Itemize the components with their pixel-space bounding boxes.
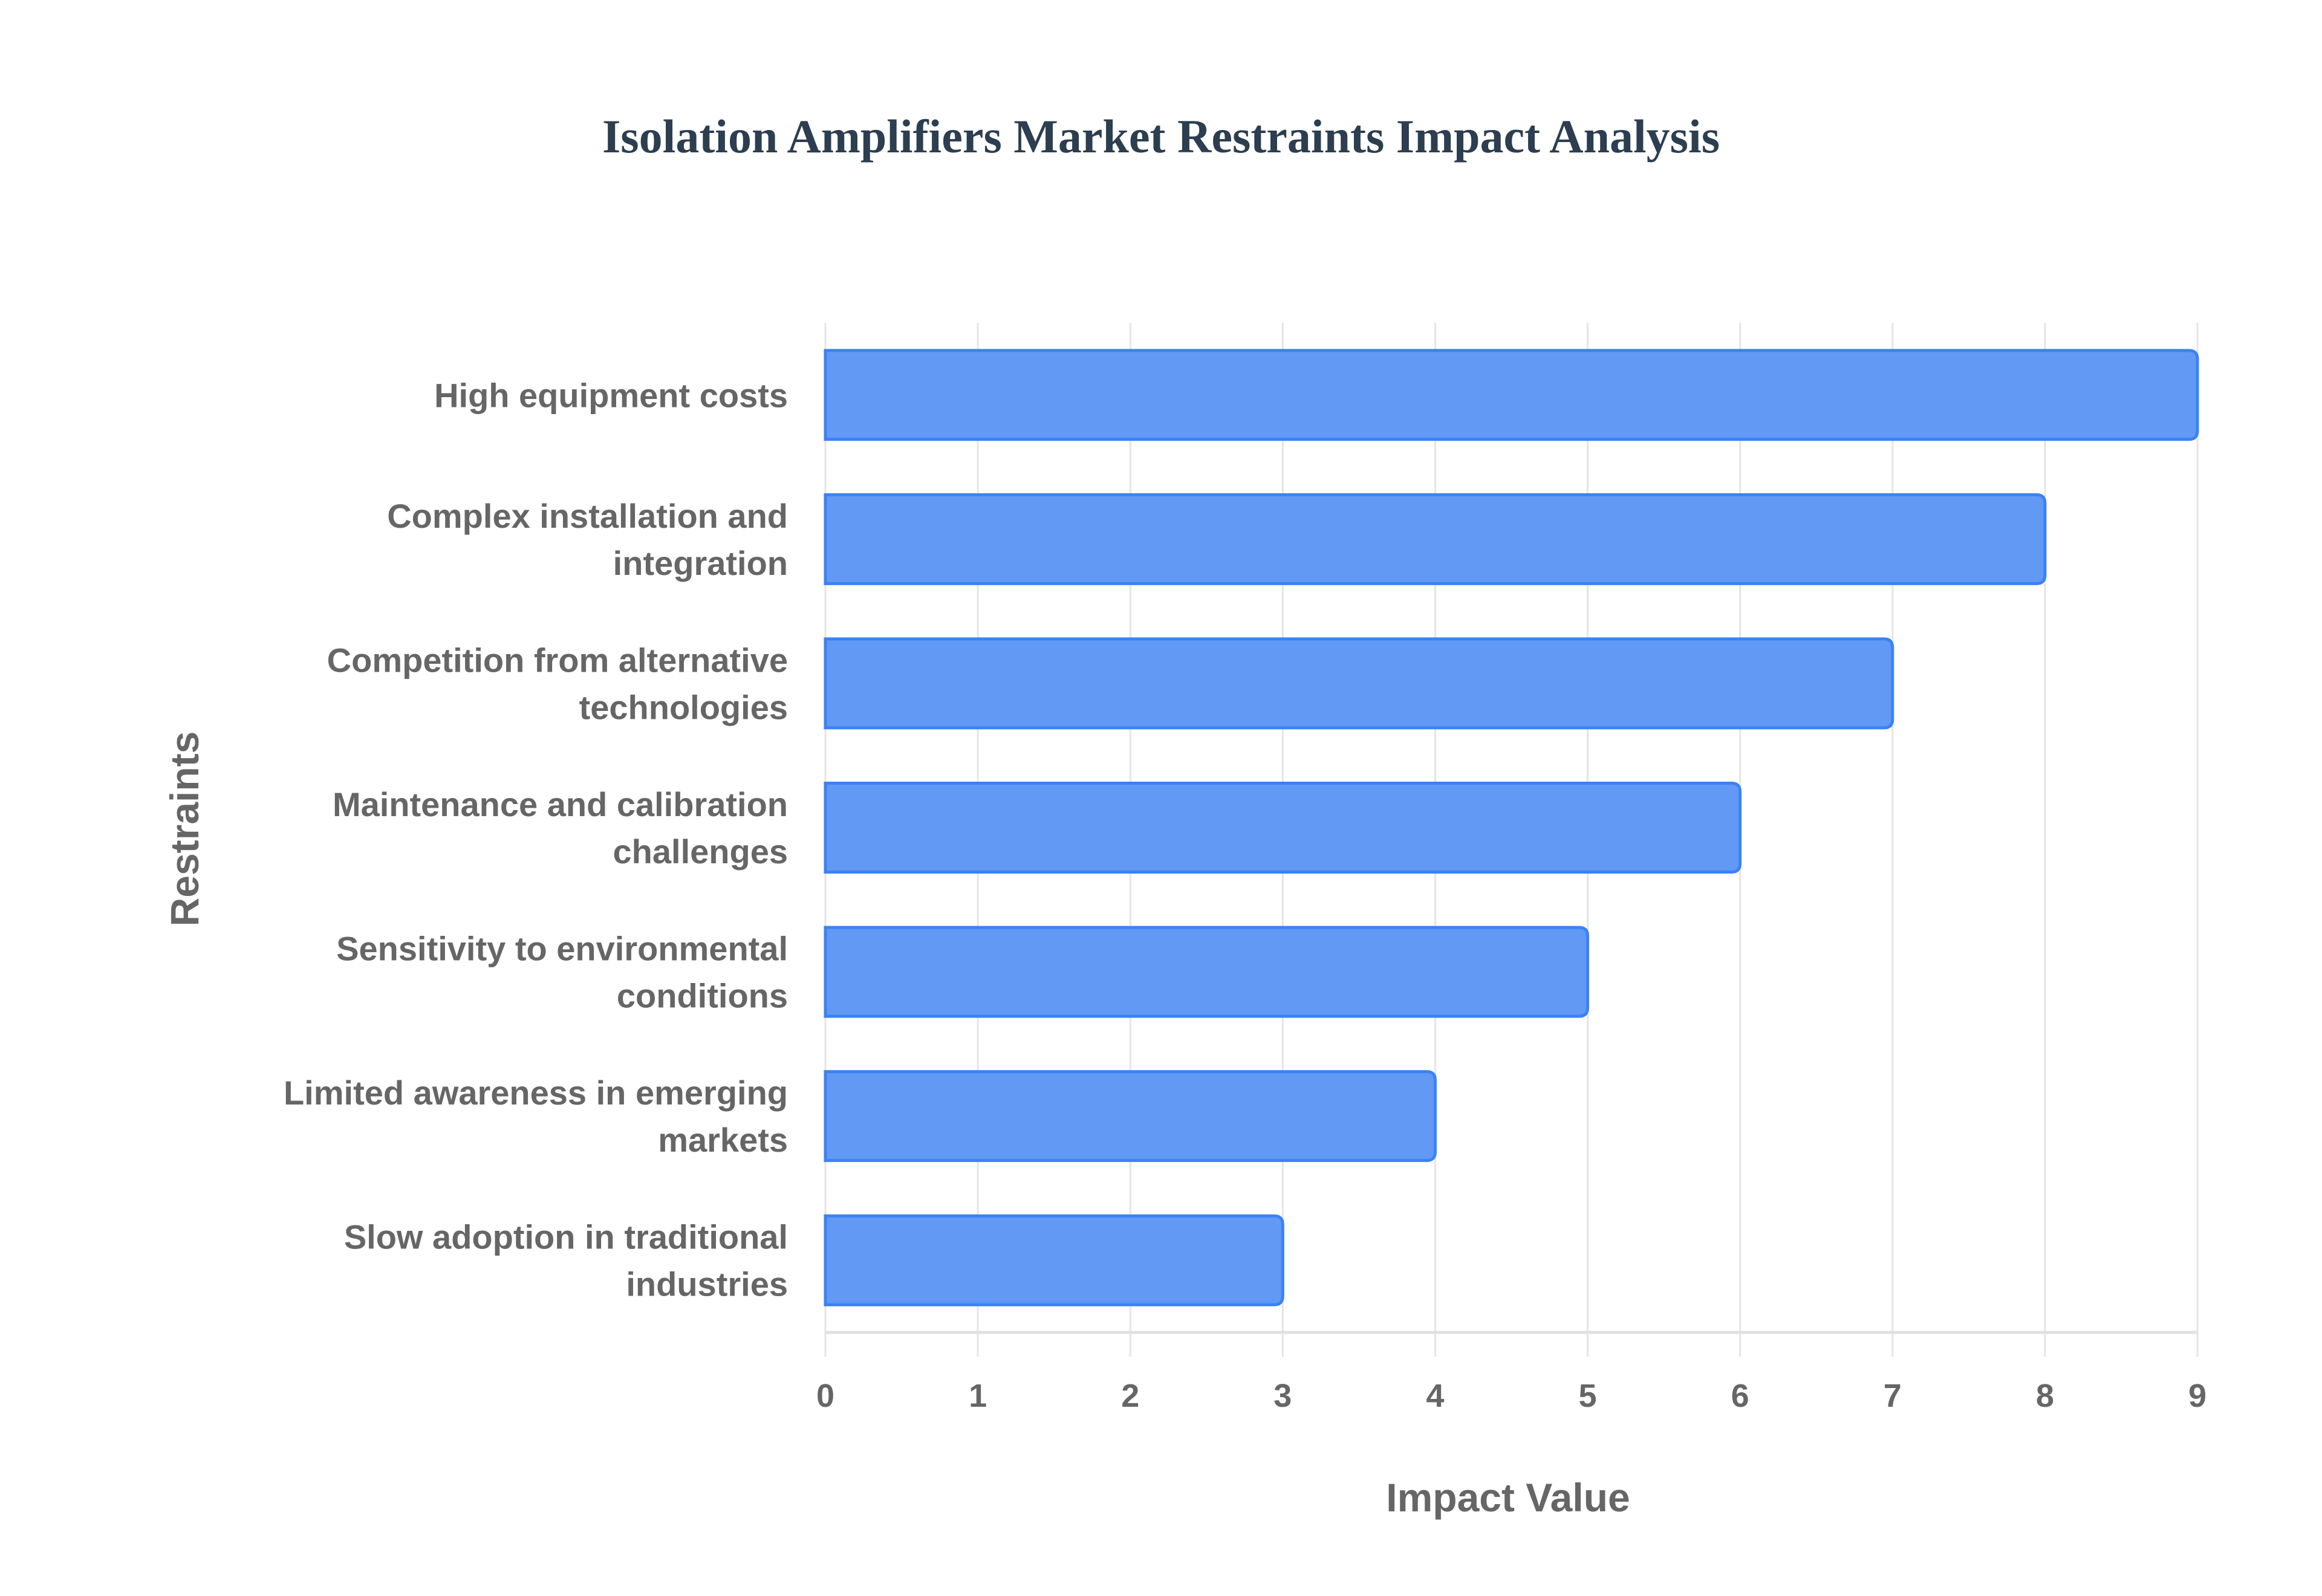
category-label: High equipment costs	[434, 376, 788, 414]
bars	[824, 349, 2199, 1306]
x-tick-label: 2	[1121, 1378, 1139, 1414]
category-label: Competition from alternative technologies	[327, 641, 788, 726]
category-label-line: Maintenance and calibration	[333, 785, 788, 823]
category-label-line: technologies	[579, 688, 788, 726]
category-label: Maintenance and calibration challenges	[333, 785, 788, 871]
x-tick-label: 4	[1426, 1378, 1444, 1414]
category-label-line: conditions	[617, 977, 788, 1015]
x-axis-label: Impact Value	[1386, 1475, 1630, 1520]
category-label-line: Limited awareness in emerging	[284, 1074, 788, 1112]
x-tick-label: 0	[816, 1378, 834, 1414]
x-tick-label: 8	[2036, 1378, 2054, 1414]
category-label-line: challenges	[613, 832, 788, 871]
bar[interactable]	[824, 349, 2199, 441]
category-label: Complex installation and integration	[387, 497, 788, 582]
x-tick-label: 1	[969, 1378, 987, 1414]
bar[interactable]	[824, 1070, 1437, 1163]
x-tick-label: 9	[2188, 1378, 2207, 1414]
category-label: Limited awareness in emerging markets	[284, 1074, 788, 1159]
chart-title: Isolation Amplifiers Market Restraints I…	[602, 110, 1720, 163]
category-label-line: Sensitivity to environmental	[336, 930, 788, 968]
x-tick-label: 6	[1731, 1378, 1749, 1414]
category-label-line: High equipment costs	[434, 376, 788, 414]
y-axis-label: Restraints	[162, 731, 207, 927]
x-tick-label: 7	[1884, 1378, 1902, 1414]
bar[interactable]	[824, 493, 2047, 585]
bar[interactable]	[824, 1214, 1284, 1306]
category-label-line: Slow adoption in traditional	[344, 1218, 788, 1256]
x-tick-label: 3	[1273, 1378, 1292, 1414]
bar[interactable]	[824, 926, 1590, 1018]
bar[interactable]	[824, 782, 1742, 874]
x-tick-label: 5	[1579, 1378, 1597, 1414]
category-label: Slow adoption in traditional industries	[344, 1218, 788, 1303]
x-tick-labels: 0 1 2 3 4 5 6 7 8 9	[816, 1378, 2207, 1414]
category-labels: High equipment costs Complex installation…	[284, 376, 788, 1303]
category-label-line: Complex installation and	[387, 497, 788, 535]
category-label-line: industries	[626, 1265, 788, 1303]
category-label-line: integration	[613, 544, 788, 582]
category-label-line: markets	[658, 1121, 788, 1159]
bar[interactable]	[824, 637, 1894, 730]
category-label: Sensitivity to environmental conditions	[336, 930, 788, 1015]
category-label-line: Competition from alternative	[327, 641, 788, 679]
